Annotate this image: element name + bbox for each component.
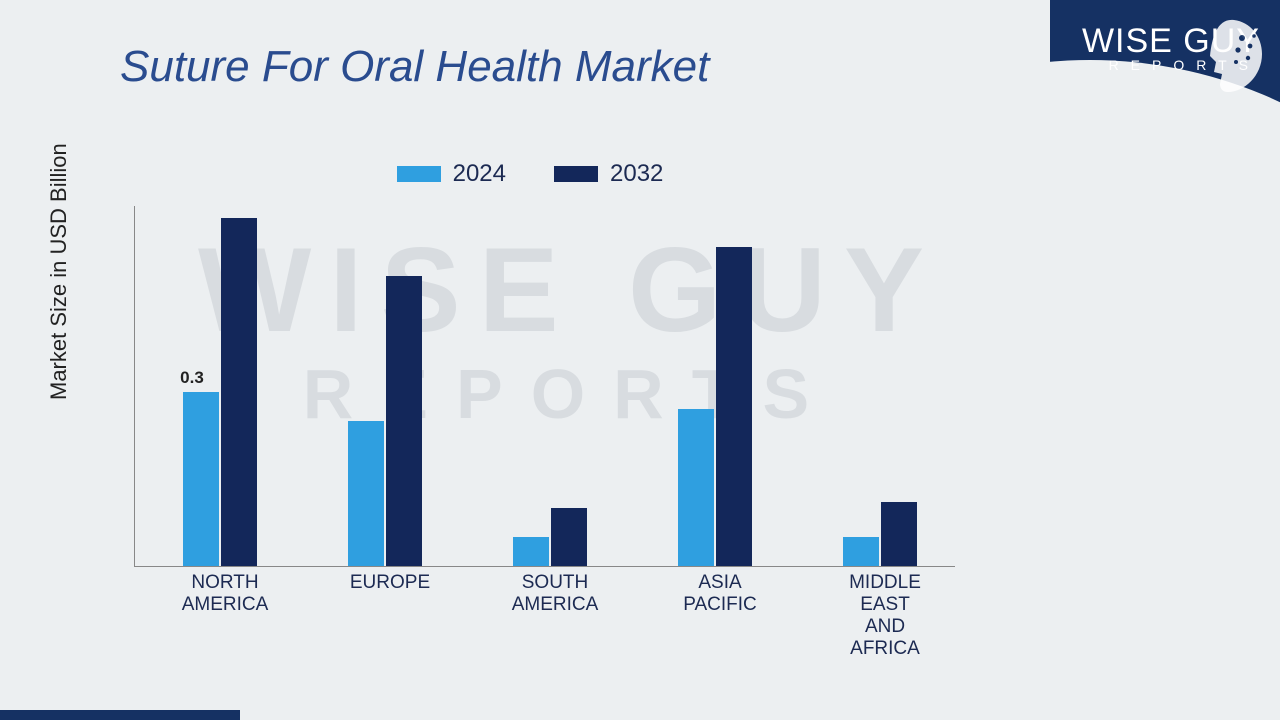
- bar-2024: [183, 392, 219, 566]
- x-category-label: NORTHAMERICA: [155, 572, 295, 616]
- stage: WISE GUY REPORTS Suture For Oral Health …: [0, 0, 1280, 720]
- bar-2024: [843, 537, 879, 566]
- logo-head-icon: [1196, 16, 1266, 96]
- footer-bar: [0, 710, 240, 720]
- chart: Market Size in USD Billion 2024 2032 0.3…: [90, 160, 970, 620]
- brand-logo: WISE GUY REPORTS: [1082, 22, 1260, 73]
- bar-2032: [881, 502, 917, 566]
- plot-area: 0.3NORTHAMERICAEUROPESOUTHAMERICAASIAPAC…: [134, 206, 955, 567]
- x-category-label: EUROPE: [320, 572, 460, 594]
- legend-item-2024: 2024: [397, 160, 506, 188]
- bar-2024: [678, 409, 714, 566]
- legend-swatch-2032: [554, 166, 598, 182]
- bar-2032: [221, 218, 257, 566]
- bar-2032: [551, 508, 587, 566]
- bar-2032: [386, 276, 422, 566]
- x-category-label: ASIAPACIFIC: [650, 572, 790, 616]
- bar-2024: [513, 537, 549, 566]
- bar-value-label: 0.3: [165, 368, 219, 388]
- x-category-label: MIDDLEEASTANDAFRICA: [815, 572, 955, 659]
- bar-2032: [716, 247, 752, 566]
- legend-label-2024: 2024: [453, 160, 506, 188]
- bar-2024: [348, 421, 384, 566]
- y-axis-label: Market Size in USD Billion: [46, 143, 72, 400]
- legend: 2024 2032: [90, 160, 970, 188]
- legend-label-2032: 2032: [610, 160, 663, 188]
- x-category-label: SOUTHAMERICA: [485, 572, 625, 616]
- page-title: Suture For Oral Health Market: [120, 42, 709, 92]
- legend-item-2032: 2032: [554, 160, 663, 188]
- legend-swatch-2024: [397, 166, 441, 182]
